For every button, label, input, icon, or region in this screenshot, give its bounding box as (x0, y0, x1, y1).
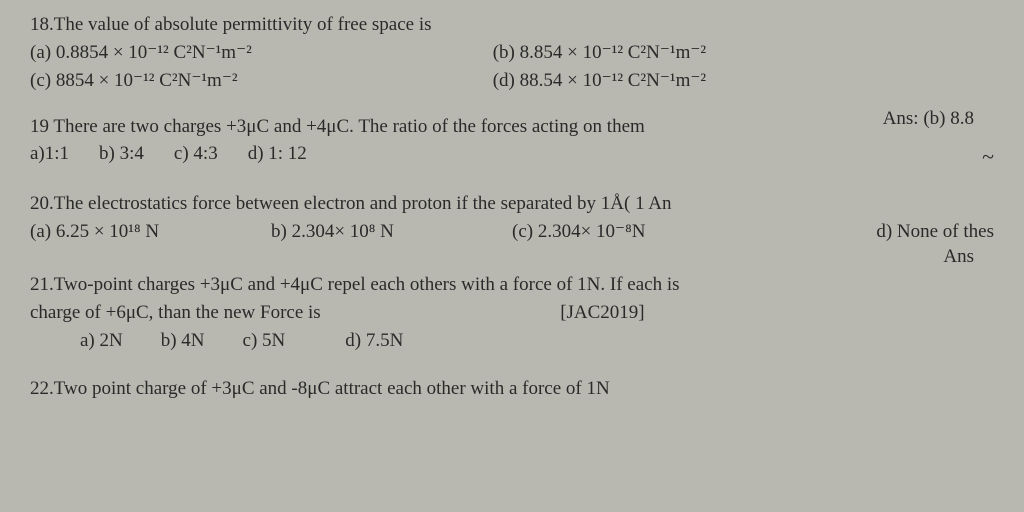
q20-option-b: b) 2.304× 10⁸ N (271, 218, 512, 247)
q18-options-row2: (c) 8854 × 10⁻¹² C²N⁻¹m⁻² (d) 88.54 × 10… (30, 67, 994, 96)
q19-option-d: d) 1: 12 (248, 140, 307, 173)
q18-options-row1: (a) 0.8854 × 10⁻¹² C²N⁻¹m⁻² (b) 8.854 × … (30, 39, 994, 68)
q20-stem: 20.The electrostatics force between elec… (30, 191, 994, 218)
q20-option-d: d) None of thes (772, 218, 994, 247)
q20-answer: Ans (943, 246, 974, 268)
q21-stem-row2: charge of +6μC, than the new Force is [J… (30, 299, 994, 328)
q19-option-c: c) 4:3 (174, 140, 218, 173)
q19-option-b: b) 3:4 (99, 140, 144, 173)
q18-option-d: (d) 88.54 × 10⁻¹² C²N⁻¹m⁻² (493, 67, 994, 96)
tilde-mark: ~ (982, 140, 994, 173)
q20-option-c: (c) 2.304× 10⁻⁸N (512, 218, 772, 247)
q21-option-b: b) 4N (161, 327, 205, 356)
q20-option-a: (a) 6.25 × 10¹⁸ N (30, 218, 271, 247)
q21-stem-line2: charge of +6μC, than the new Force is (30, 299, 560, 328)
q21-reference: [JAC2019] (560, 299, 801, 328)
question-20: 20.The electrostatics force between elec… (30, 191, 994, 246)
q19-answer: Ans: (b) 8.8 (883, 108, 974, 130)
q21-option-a: a) 2N (80, 327, 123, 356)
q19-stem: 19 There are two charges +3μC and +4μC. … (30, 114, 994, 141)
q21-option-d: d) 7.5N (345, 327, 403, 356)
q18-option-b: (b) 8.854 × 10⁻¹² C²N⁻¹m⁻² (493, 39, 994, 68)
q19-options: a)1:1 b) 3:4 c) 4:3 d) 1: 12 ~ (30, 140, 994, 173)
question-21: 21.Two-point charges +3μC and +4μC repel… (30, 272, 994, 356)
q18-option-c: (c) 8854 × 10⁻¹² C²N⁻¹m⁻² (30, 67, 493, 96)
question-18: 18.The value of absolute permittivity of… (30, 12, 994, 96)
q19-option-a: a)1:1 (30, 140, 69, 173)
q21-option-c: c) 5N (243, 327, 286, 356)
q22-stem: 22.Two point charge of +3μC and -8μC att… (30, 376, 994, 403)
q18-option-a: (a) 0.8854 × 10⁻¹² C²N⁻¹m⁻² (30, 39, 493, 68)
q20-options: (a) 6.25 × 10¹⁸ N b) 2.304× 10⁸ N (c) 2.… (30, 218, 994, 247)
q21-options: a) 2N b) 4N c) 5N d) 7.5N (30, 327, 994, 356)
question-19: Ans: (b) 8.8 19 There are two charges +3… (30, 114, 994, 174)
question-22: 22.Two point charge of +3μC and -8μC att… (30, 376, 994, 403)
q21-stem-line1: 21.Two-point charges +3μC and +4μC repel… (30, 272, 994, 299)
q18-stem: 18.The value of absolute permittivity of… (30, 12, 994, 39)
